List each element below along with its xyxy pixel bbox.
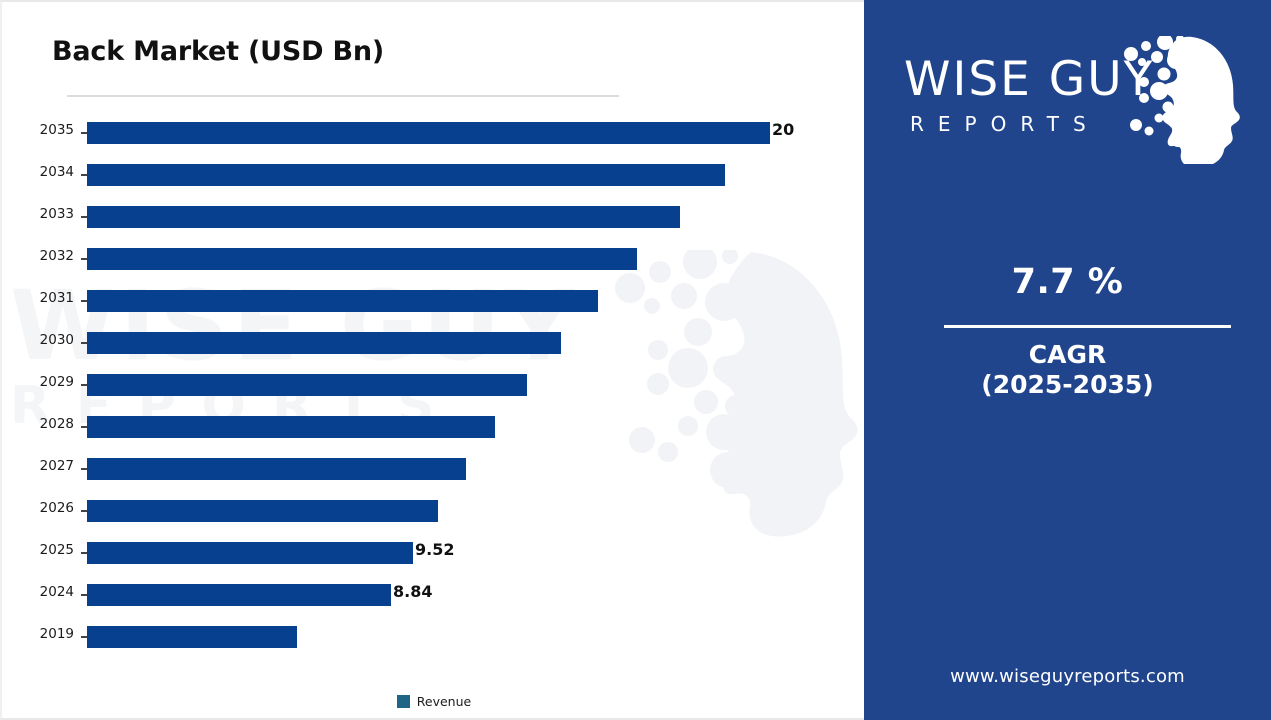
axis-tick xyxy=(81,342,87,344)
chart-panel: WISE GUY REPORTS xyxy=(0,0,864,720)
axis-tick xyxy=(81,468,87,470)
axis-tick xyxy=(81,636,87,638)
bar-category-label: 2029 xyxy=(39,374,74,390)
bar-category-label: 2024 xyxy=(39,584,74,600)
bar-category-label: 2019 xyxy=(39,626,74,642)
axis-tick xyxy=(81,174,87,176)
bar-value-label: 8.84 xyxy=(393,582,433,601)
logo-subword: REPORTS xyxy=(910,112,1100,136)
bar-revenue xyxy=(87,542,413,564)
bar-row: 2024 8.84 xyxy=(2,574,864,616)
bar-revenue xyxy=(87,500,438,522)
axis-tick xyxy=(81,300,87,302)
bar-revenue xyxy=(87,164,725,186)
axis-tick xyxy=(81,384,87,386)
axis-tick xyxy=(81,426,87,428)
bar-category-label: 2035 xyxy=(39,122,74,138)
legend-swatch-revenue xyxy=(396,695,410,708)
cagr-label: CAGR (2025-2035) xyxy=(864,340,1271,399)
bar-row: 2035 20 xyxy=(2,112,864,154)
bar-revenue xyxy=(87,416,495,438)
legend-label-revenue: Revenue xyxy=(416,694,472,709)
bar-category-label: 2030 xyxy=(39,332,74,348)
bar-revenue xyxy=(87,290,598,312)
bar-category-label: 2032 xyxy=(39,248,74,264)
bar-revenue xyxy=(87,332,561,354)
bar-value-label: 9.52 xyxy=(415,540,455,559)
bar-category-label: 2033 xyxy=(39,206,74,222)
chart-legend: Revenue xyxy=(2,694,864,709)
axis-tick xyxy=(81,552,87,554)
bar-category-label: 2026 xyxy=(39,500,74,516)
bar-category-label: 2027 xyxy=(39,458,74,474)
bar-revenue xyxy=(87,584,391,606)
bar-row: 2026 xyxy=(2,490,864,532)
cagr-label-line-1: CAGR xyxy=(1028,340,1107,369)
axis-tick xyxy=(81,216,87,218)
bar-revenue xyxy=(87,626,297,648)
bar-value-label: 20 xyxy=(772,120,795,139)
bar-row: 2034 xyxy=(2,154,864,196)
bar-category-label: 2028 xyxy=(39,416,74,432)
title-divider xyxy=(67,95,619,97)
bar-revenue xyxy=(87,248,637,270)
cagr-divider xyxy=(944,325,1231,328)
bar-row: 2029 xyxy=(2,364,864,406)
bar-row: 2028 xyxy=(2,406,864,448)
axis-tick xyxy=(81,132,87,134)
bar-row: 2032 xyxy=(2,238,864,280)
bar-category-label: 2031 xyxy=(39,290,74,306)
page-title: Back Market (USD Bn) xyxy=(52,36,385,67)
bar-row: 2031 xyxy=(2,280,864,322)
bar-row: 2019 xyxy=(2,616,864,658)
bar-revenue xyxy=(87,206,680,228)
axis-tick xyxy=(81,594,87,596)
axis-tick xyxy=(81,510,87,512)
bar-row: 2033 xyxy=(2,196,864,238)
plot-area: 2035 20 2034 2033 2032 2031 2030 2029 2028 2027 20… xyxy=(2,112,864,652)
bar-revenue xyxy=(87,374,527,396)
bar-row: 2027 xyxy=(2,448,864,490)
cagr-label-line-2: (2025-2035) xyxy=(981,369,1154,399)
website-url: www.wiseguyreports.com xyxy=(950,666,1185,687)
cagr-value: 7.7 % xyxy=(1011,262,1124,302)
logo-wordmark: WISE GUY xyxy=(904,52,1155,107)
brand-panel: WISE GUY REPORTS xyxy=(864,0,1271,720)
bar-row: 2030 xyxy=(2,322,864,364)
bar-row: 2025 9.52 xyxy=(2,532,864,574)
bar-category-label: 2034 xyxy=(39,164,74,180)
logo: WISE GUY REPORTS xyxy=(900,36,1250,176)
bar-category-label: 2025 xyxy=(39,542,74,558)
bar-revenue xyxy=(87,458,466,480)
logo-head-icon xyxy=(1124,36,1240,164)
bar-revenue xyxy=(87,122,770,144)
axis-tick xyxy=(81,258,87,260)
